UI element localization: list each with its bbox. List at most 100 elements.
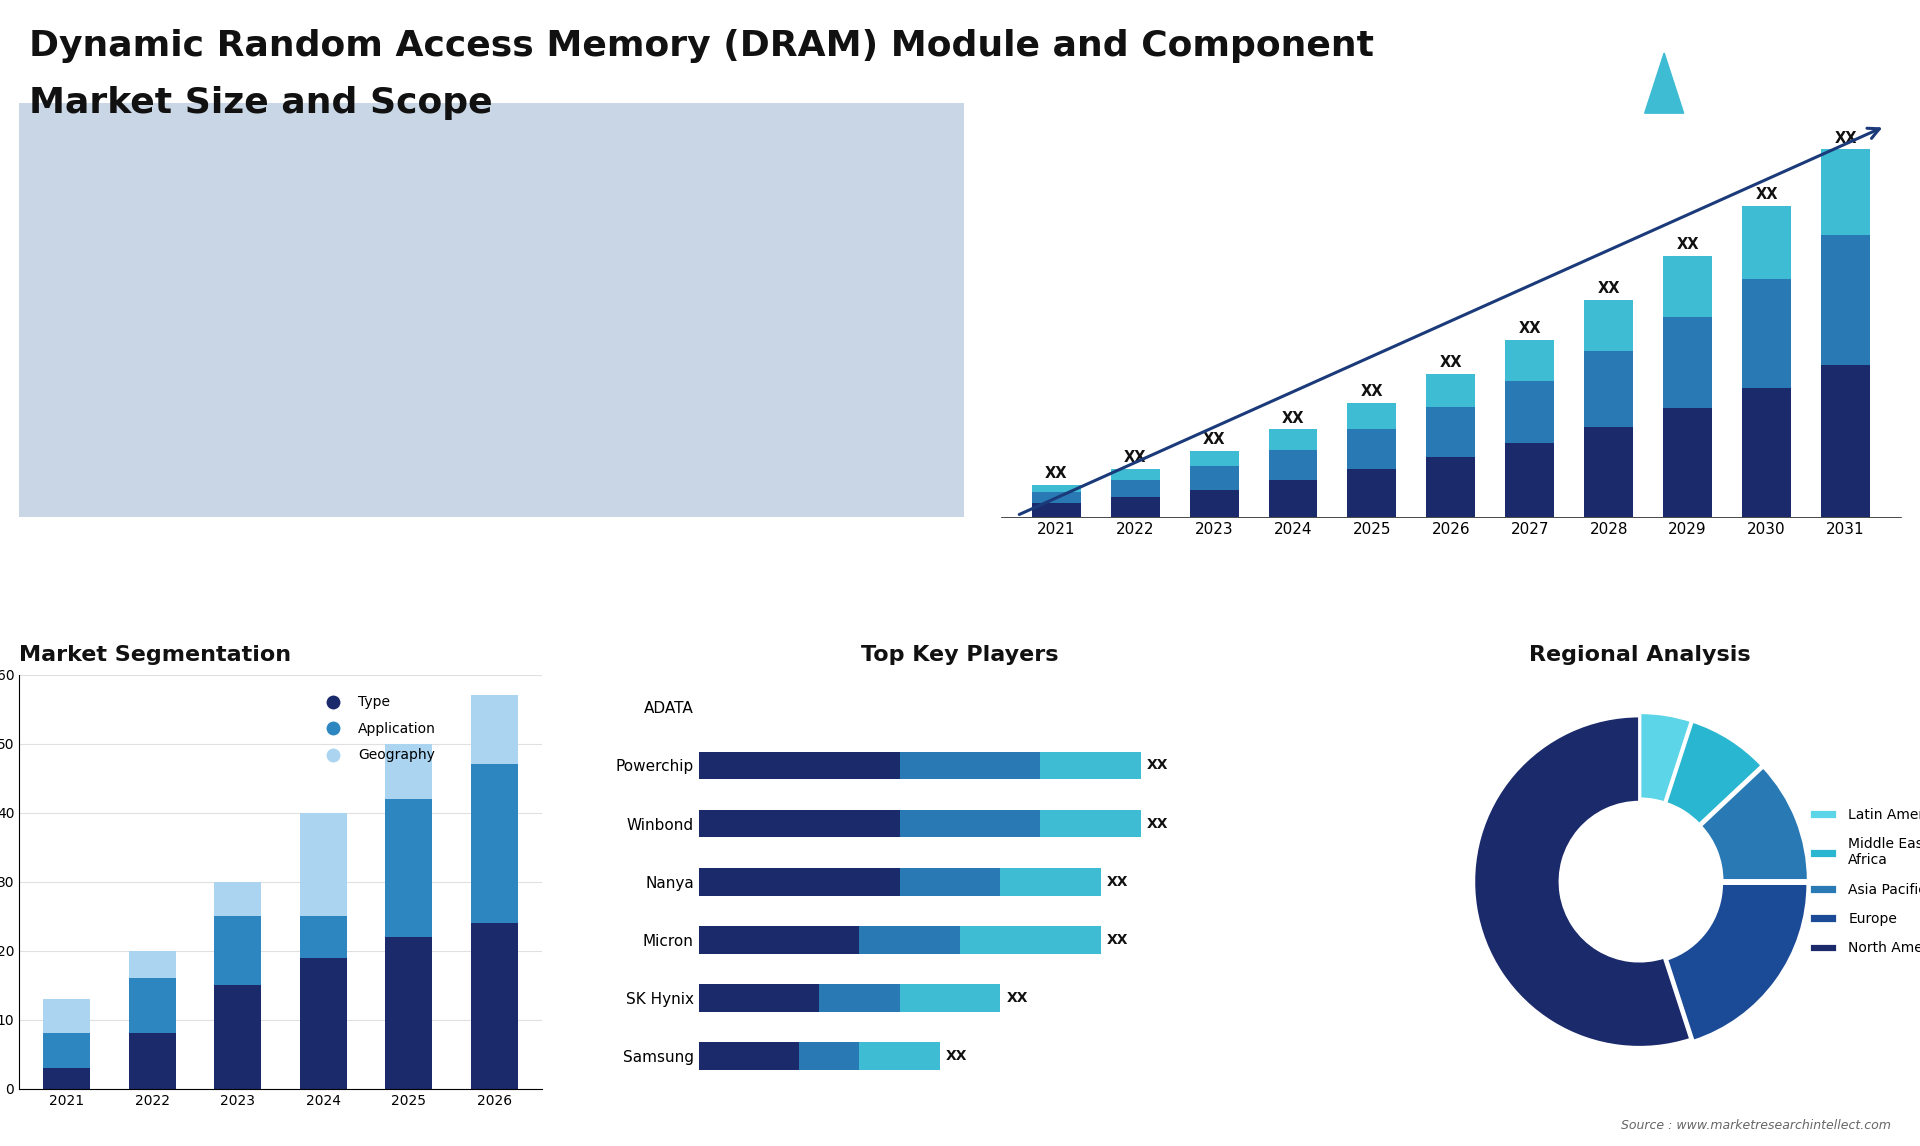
Wedge shape — [1667, 721, 1763, 824]
Bar — [300, 916, 348, 958]
Text: XX: XX — [1146, 817, 1169, 831]
Text: Dynamic Random Access Memory (DRAM) Module and Component: Dynamic Random Access Memory (DRAM) Modu… — [29, 29, 1375, 63]
Text: XX: XX — [1519, 321, 1542, 336]
Text: XX: XX — [1283, 410, 1304, 425]
Bar — [1663, 316, 1713, 408]
Bar — [1427, 457, 1475, 517]
Bar — [470, 696, 518, 764]
Text: INTELLECT: INTELLECT — [1705, 110, 1768, 119]
Wedge shape — [1475, 716, 1692, 1047]
Bar — [1584, 426, 1634, 517]
Bar — [900, 868, 1000, 895]
Bar — [1820, 235, 1870, 364]
Bar — [1505, 444, 1555, 517]
Text: XX: XX — [1106, 933, 1129, 947]
Title: Regional Analysis: Regional Analysis — [1528, 645, 1751, 665]
Bar — [1820, 364, 1870, 517]
Bar — [1427, 407, 1475, 457]
Bar — [42, 1034, 90, 1068]
Text: RESEARCH: RESEARCH — [1705, 84, 1768, 93]
Bar — [1663, 256, 1713, 316]
Bar — [470, 764, 518, 923]
Bar — [129, 1034, 175, 1089]
Text: XX: XX — [1006, 991, 1027, 1005]
Bar — [386, 799, 432, 937]
Bar — [699, 1042, 799, 1070]
Wedge shape — [1701, 767, 1809, 880]
Title: Top Key Players: Top Key Players — [862, 645, 1058, 665]
Text: XX: XX — [1123, 450, 1146, 465]
Bar — [1584, 351, 1634, 426]
Bar — [1741, 387, 1791, 517]
Text: Market Size and Scope: Market Size and Scope — [29, 86, 492, 120]
Bar — [129, 951, 175, 979]
Bar — [1348, 469, 1396, 517]
Bar — [300, 813, 348, 916]
Bar — [470, 923, 518, 1089]
Bar — [860, 926, 960, 953]
Text: XX: XX — [1044, 466, 1068, 481]
Bar — [1269, 449, 1317, 480]
Text: XX: XX — [1146, 759, 1169, 772]
Legend: Type, Application, Geography: Type, Application, Geography — [313, 690, 442, 768]
Bar — [386, 937, 432, 1089]
Bar — [42, 999, 90, 1034]
Wedge shape — [1640, 713, 1692, 802]
Bar — [820, 984, 900, 1012]
Text: XX: XX — [1440, 355, 1463, 370]
Text: XX: XX — [1202, 432, 1225, 447]
Bar — [1031, 503, 1081, 517]
Bar — [1820, 149, 1870, 235]
Bar — [1269, 430, 1317, 449]
Legend: Latin America, Middle East &
Africa, Asia Pacific, Europe, North America: Latin America, Middle East & Africa, Asi… — [1803, 802, 1920, 960]
Bar — [900, 984, 1000, 1012]
Bar — [1427, 374, 1475, 407]
Bar — [1663, 408, 1713, 517]
Bar — [1190, 489, 1238, 517]
Bar — [1031, 493, 1081, 503]
Bar — [1110, 497, 1160, 517]
Text: XX: XX — [1597, 281, 1620, 297]
Bar — [215, 986, 261, 1089]
Text: Source : www.marketresearchintellect.com: Source : www.marketresearchintellect.com — [1620, 1120, 1891, 1132]
Bar — [699, 868, 900, 895]
Bar — [215, 916, 261, 986]
Bar — [1190, 450, 1238, 466]
Bar — [900, 809, 1041, 838]
Bar — [1505, 382, 1555, 444]
Bar — [1041, 809, 1140, 838]
Bar — [860, 1042, 941, 1070]
Bar — [1584, 300, 1634, 351]
Bar — [799, 1042, 860, 1070]
Bar — [1000, 868, 1100, 895]
Bar — [699, 809, 900, 838]
Bar — [215, 881, 261, 916]
Bar — [900, 752, 1041, 779]
Bar — [1741, 278, 1791, 387]
Text: XX: XX — [1834, 131, 1857, 146]
Wedge shape — [1667, 884, 1809, 1041]
Bar — [300, 958, 348, 1089]
Bar — [1110, 469, 1160, 480]
Text: XX: XX — [1361, 384, 1382, 399]
Bar — [42, 1068, 90, 1089]
Bar — [1741, 206, 1791, 278]
Text: XX: XX — [1676, 237, 1699, 252]
Bar — [1505, 339, 1555, 382]
Text: MARKET: MARKET — [1705, 56, 1755, 66]
Bar — [699, 926, 860, 953]
Bar — [1031, 485, 1081, 493]
Text: XX: XX — [947, 1049, 968, 1063]
Text: XX: XX — [1106, 874, 1129, 888]
Bar — [129, 979, 175, 1034]
Bar — [960, 926, 1100, 953]
Bar — [699, 752, 900, 779]
Bar — [699, 984, 820, 1012]
Bar — [1041, 752, 1140, 779]
Bar — [1269, 480, 1317, 517]
Bar — [1348, 402, 1396, 430]
Bar — [1110, 480, 1160, 497]
Text: XX: XX — [1755, 187, 1778, 202]
Polygon shape — [1645, 53, 1684, 113]
Bar — [1190, 466, 1238, 489]
